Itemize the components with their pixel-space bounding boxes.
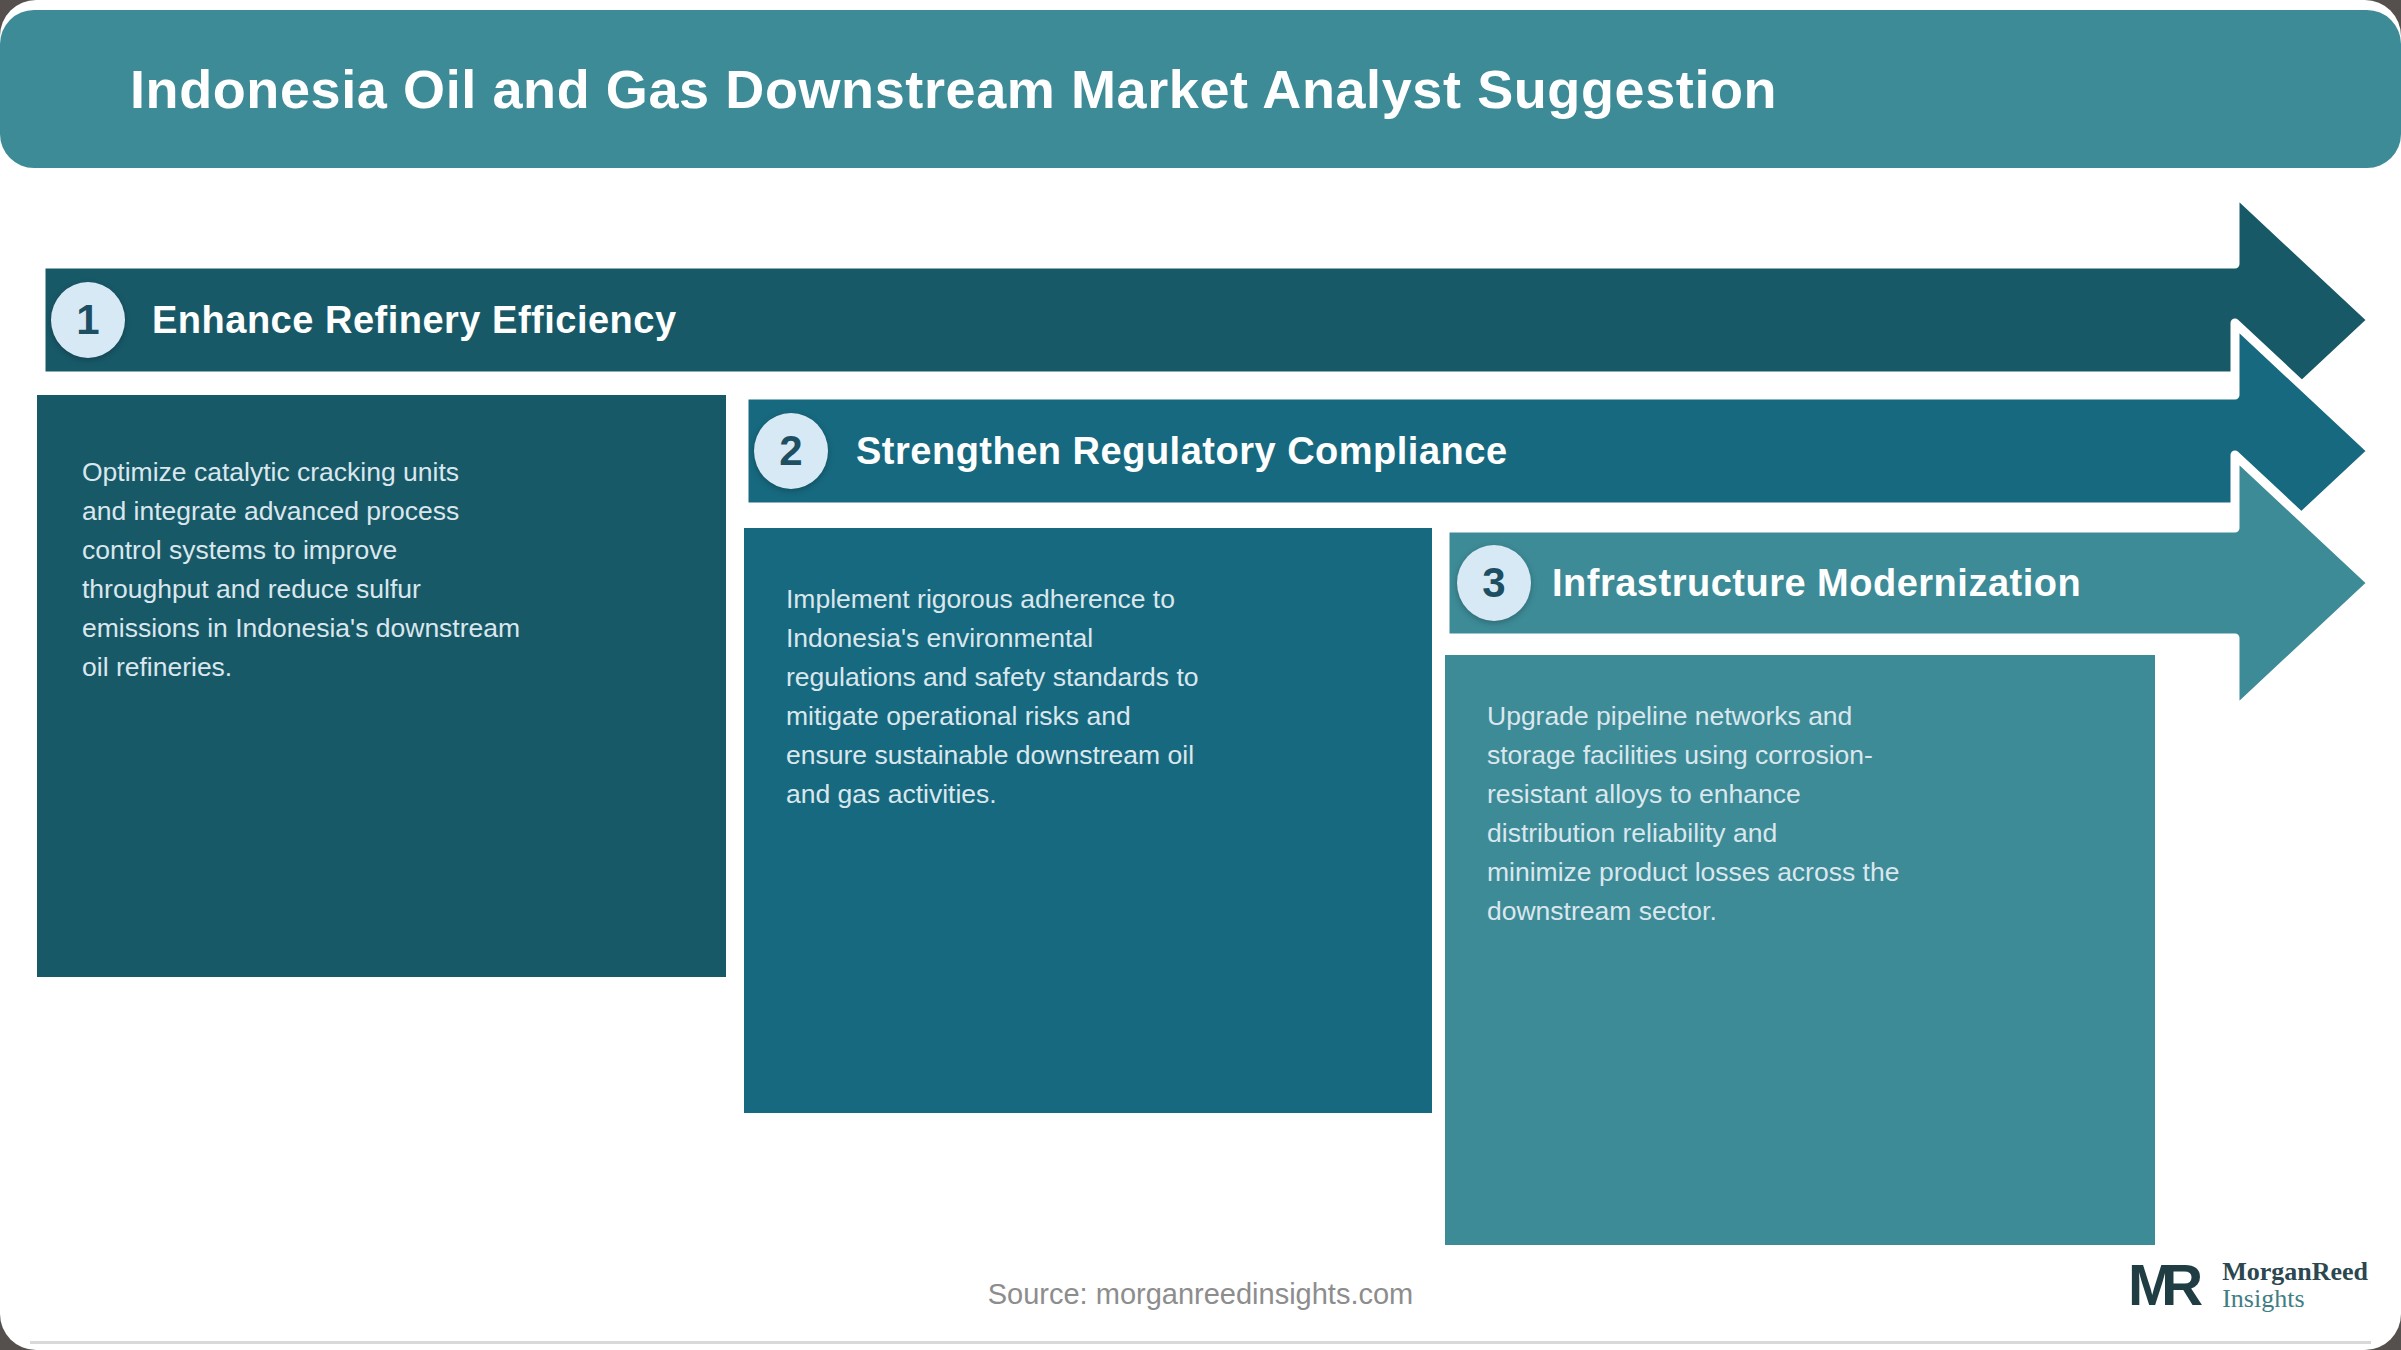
slide-canvas: Indonesia Oil and Gas Downstream Market … (0, 0, 2401, 1350)
logo-company-subname: Insights (2222, 1285, 2368, 1312)
morganreed-insights-logo: MR MorganReed Insights (2128, 1256, 2368, 1314)
step-3-description: Upgrade pipeline networks and storage fa… (1487, 697, 2047, 931)
step-1-title: Enhance Refinery Efficiency (152, 293, 677, 347)
step-2-number: 2 (779, 427, 802, 475)
step-2-description-box: Implement rigorous adherence to Indonesi… (744, 528, 1432, 1113)
logo-company-name: MorganReed (2222, 1258, 2368, 1285)
step-3-description-box: Upgrade pipeline networks and storage fa… (1445, 655, 2155, 1245)
step-1-number: 1 (76, 296, 99, 344)
step-3-number: 3 (1482, 559, 1505, 607)
step-3-title: Infrastructure Modernization (1552, 556, 2081, 610)
bottom-divider-line (30, 1341, 2371, 1344)
step-2-description: Implement rigorous adherence to Indonesi… (786, 580, 1346, 814)
step-1-description-box: Optimize catalytic cracking units and in… (37, 395, 726, 977)
step-2-title: Strengthen Regulatory Compliance (856, 424, 1508, 478)
logo-wordmark: MorganReed Insights (2222, 1258, 2368, 1312)
mr-monogram-icon: MR (2128, 1256, 2212, 1314)
step-1-description: Optimize catalytic cracking units and in… (82, 453, 642, 687)
step-3-number-badge: 3 (1457, 545, 1531, 621)
step-2-number-badge: 2 (754, 413, 828, 489)
step-1-number-badge: 1 (51, 282, 125, 358)
source-attribution: Source: morganreedinsights.com (0, 1278, 2401, 1311)
